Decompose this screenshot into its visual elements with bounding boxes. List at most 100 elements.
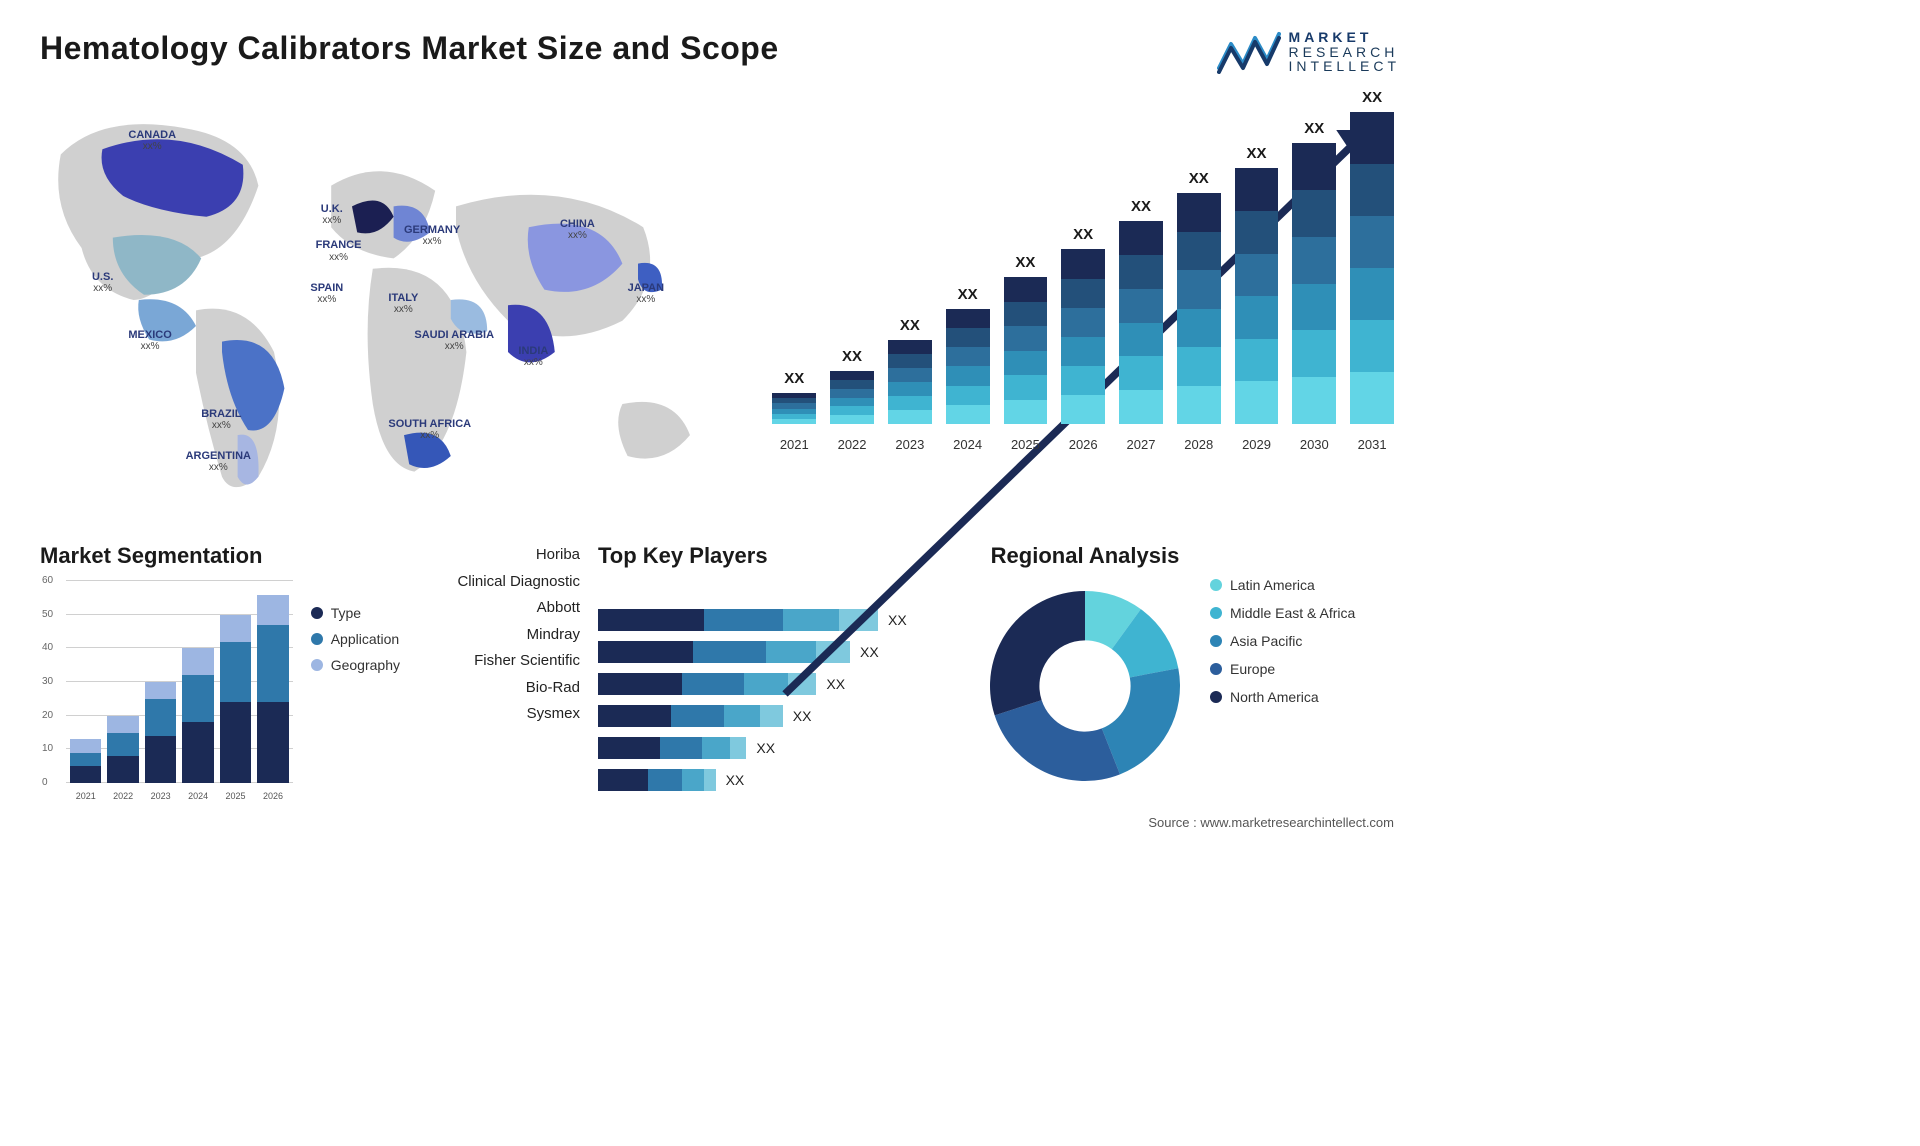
map-label-germany: GERMANYxx% xyxy=(404,224,460,247)
map-label-brazil: BRAZILxx% xyxy=(201,408,241,431)
seg-bar-2023 xyxy=(145,682,176,783)
growth-year-label: 2027 xyxy=(1119,437,1163,452)
growth-bar-2028: XX xyxy=(1177,170,1221,424)
player-bar-row: XX xyxy=(598,641,950,663)
seg-bar-2022 xyxy=(107,716,138,783)
growth-bar-2022: XX xyxy=(830,348,874,424)
player-bar-row: XX xyxy=(598,609,950,631)
regional-legend-item: Latin America xyxy=(1210,577,1355,593)
player-name: Sysmex xyxy=(527,706,580,723)
growth-bar-label: XX xyxy=(1131,198,1151,215)
map-label-spain: SPAINxx% xyxy=(310,282,343,305)
regional-panel: Regional Analysis Latin AmericaMiddle Ea… xyxy=(980,543,1400,791)
player-value-label: XX xyxy=(888,612,907,628)
growth-year-label: 2024 xyxy=(946,437,990,452)
regional-legend: Latin AmericaMiddle East & AfricaAsia Pa… xyxy=(1210,543,1355,791)
growth-bar-2023: XX xyxy=(888,317,932,424)
growth-year-label: 2031 xyxy=(1350,437,1394,452)
map-label-japan: JAPANxx% xyxy=(628,282,664,305)
seg-year-label: 2023 xyxy=(145,791,176,801)
player-value-label: XX xyxy=(756,740,775,756)
seg-bar-2024 xyxy=(182,648,213,783)
segmentation-title: Market Segmentation xyxy=(40,543,400,569)
growth-bar-label: XX xyxy=(958,286,978,303)
growth-year-label: 2025 xyxy=(1004,437,1048,452)
seg-year-label: 2022 xyxy=(107,791,138,801)
seg-bar-2021 xyxy=(70,739,101,783)
player-name: Abbott xyxy=(537,600,580,617)
player-bar-row: XX xyxy=(598,673,950,695)
map-label-u-k-: U.K.xx% xyxy=(321,203,343,226)
player-name: Fisher Scientific xyxy=(474,653,580,670)
growth-year-label: 2028 xyxy=(1177,437,1221,452)
map-label-south-africa: SOUTH AFRICAxx% xyxy=(388,418,471,441)
player-value-label: XX xyxy=(860,644,879,660)
growth-year-label: 2026 xyxy=(1061,437,1105,452)
growth-bar-2026: XX xyxy=(1061,226,1105,424)
growth-year-label: 2021 xyxy=(772,437,816,452)
seg-legend-item: Application xyxy=(311,631,400,647)
player-bar-row: XX xyxy=(598,769,950,791)
player-bar-row: XX xyxy=(598,705,950,727)
growth-year-label: 2029 xyxy=(1235,437,1279,452)
logo-text-3: INTELLECT xyxy=(1289,59,1400,74)
growth-bar-2021: XX xyxy=(772,370,816,424)
map-label-u-s-: U.S.xx% xyxy=(92,271,113,294)
map-label-canada: CANADAxx% xyxy=(128,129,176,152)
page-title: Hematology Calibrators Market Size and S… xyxy=(40,30,779,67)
seg-year-label: 2025 xyxy=(220,791,251,801)
regional-legend-item: Asia Pacific xyxy=(1210,633,1355,649)
growth-bar-label: XX xyxy=(900,317,920,334)
regional-legend-item: North America xyxy=(1210,689,1355,705)
seg-bar-2026 xyxy=(257,595,288,784)
growth-year-label: 2023 xyxy=(888,437,932,452)
growth-bar-label: XX xyxy=(1362,89,1382,106)
player-value-label: XX xyxy=(726,772,745,788)
player-name: Clinical Diagnostic xyxy=(457,574,580,591)
seg-year-label: 2026 xyxy=(257,791,288,801)
seg-year-label: 2021 xyxy=(70,791,101,801)
growth-bar-label: XX xyxy=(1189,170,1209,187)
player-name: Mindray xyxy=(527,627,580,644)
growth-bar-2025: XX xyxy=(1004,254,1048,424)
logo-text-1: MARKET xyxy=(1289,30,1400,45)
segmentation-chart: 0102030405060 202120222023202420252026 xyxy=(40,581,293,801)
map-label-mexico: MEXICOxx% xyxy=(128,329,171,352)
growth-bar-label: XX xyxy=(1304,120,1324,137)
seg-legend-item: Geography xyxy=(311,657,400,673)
growth-bar-2024: XX xyxy=(946,286,990,424)
segmentation-legend: Type Application Geography xyxy=(311,581,400,801)
seg-legend-item: Type xyxy=(311,605,400,621)
segmentation-panel: Market Segmentation 0102030405060 202120… xyxy=(40,543,400,801)
donut-slice-north-america xyxy=(990,591,1085,715)
seg-year-label: 2024 xyxy=(182,791,213,801)
seg-bar-2025 xyxy=(220,615,251,783)
world-map-panel: CANADAxx%U.S.xx%MEXICOxx%BRAZILxx%ARGENT… xyxy=(40,92,726,513)
map-label-france: FRANCExx% xyxy=(316,239,362,262)
map-label-italy: ITALYxx% xyxy=(388,292,418,315)
growth-year-label: 2030 xyxy=(1292,437,1336,452)
regional-title: Regional Analysis xyxy=(980,543,1190,569)
map-label-china: CHINAxx% xyxy=(560,218,595,241)
map-label-india: INDIAxx% xyxy=(518,345,548,368)
donut-slice-europe xyxy=(995,700,1120,781)
key-players-title: Top Key Players xyxy=(598,543,950,569)
player-value-label: XX xyxy=(826,676,845,692)
growth-bar-2031: XX xyxy=(1350,89,1394,424)
player-value-label: XX xyxy=(793,708,812,724)
regional-legend-item: Europe xyxy=(1210,661,1355,677)
key-players-panel: Horiba Clinical Diagnostic Abbott Mindray Fi… xyxy=(430,543,950,791)
growth-bar-2030: XX xyxy=(1292,120,1336,424)
world-map-svg xyxy=(40,92,726,508)
player-name: Bio-Rad xyxy=(526,680,580,697)
growth-chart-panel: XX XX XX XX XX XX XX XX XX XX XX 2021 2022 2023 2024 2… xyxy=(766,92,1400,513)
regional-donut xyxy=(980,581,1190,791)
logo-mark-icon xyxy=(1217,30,1281,74)
player-name: Horiba xyxy=(536,547,580,564)
growth-bar-label: XX xyxy=(1015,254,1035,271)
growth-bar-label: XX xyxy=(1073,226,1093,243)
growth-year-label: 2022 xyxy=(830,437,874,452)
growth-bar-label: XX xyxy=(842,348,862,365)
growth-bar-label: XX xyxy=(1247,145,1267,162)
player-bar-row: XX xyxy=(598,737,950,759)
